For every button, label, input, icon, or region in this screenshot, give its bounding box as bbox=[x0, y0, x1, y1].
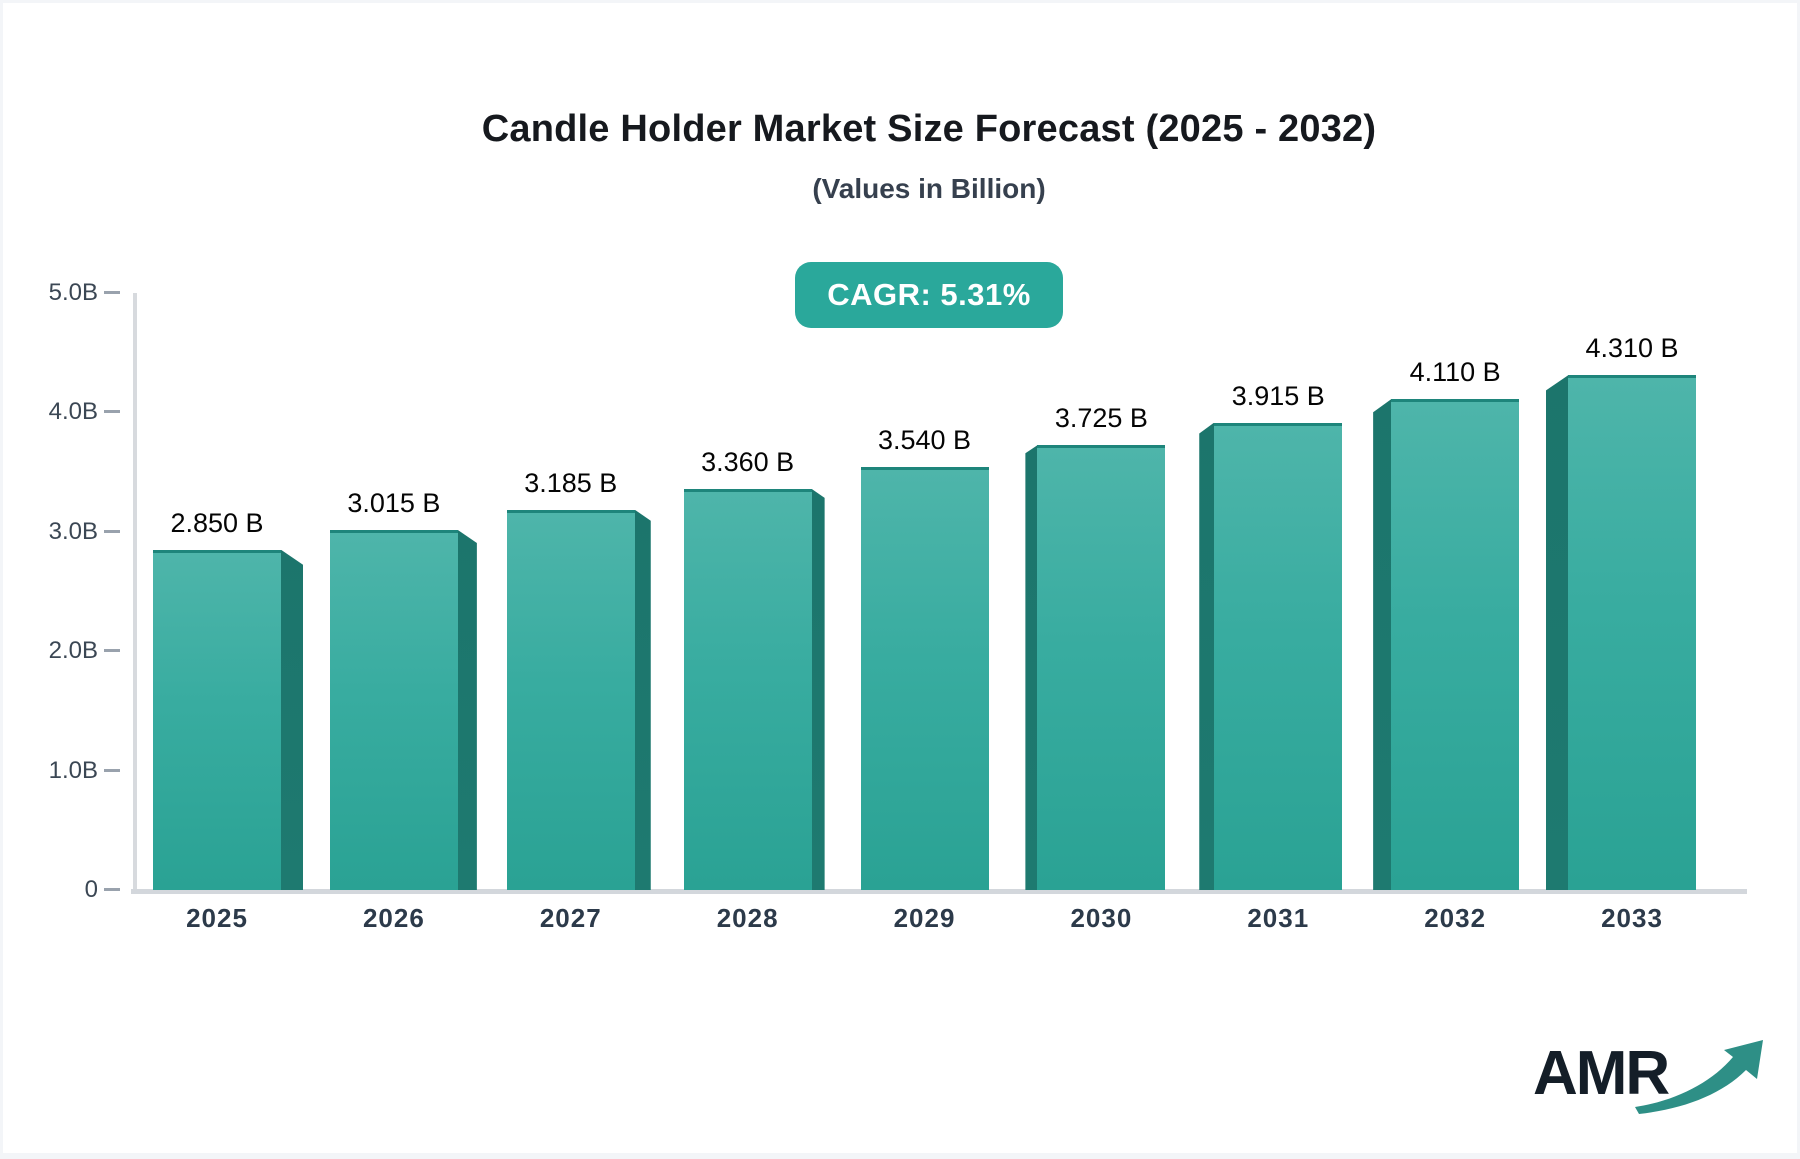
bar-side-2031 bbox=[1199, 422, 1215, 890]
y-axis-label: 5.0B bbox=[48, 279, 98, 306]
cagr-badge-label: CAGR: 5.31% bbox=[827, 277, 1031, 312]
bar-value-label-2031: 3.915 B bbox=[1231, 380, 1325, 411]
bar-2028 bbox=[683, 488, 812, 890]
bar-value-label-2030: 3.725 B bbox=[1054, 403, 1148, 434]
y-axis-tick bbox=[104, 888, 120, 891]
growth-arrow-icon bbox=[1635, 1040, 1763, 1114]
y-axis-label: 2.0B bbox=[48, 637, 98, 665]
x-axis-label-2032: 2032 bbox=[1424, 903, 1487, 933]
bar-2027 bbox=[506, 509, 635, 890]
x-axis-label-2025: 2025 bbox=[186, 903, 248, 933]
bar-2032 bbox=[1391, 399, 1520, 890]
x-axis-label-2031: 2031 bbox=[1247, 903, 1310, 933]
bar-value-label-2028: 3.360 B bbox=[701, 446, 795, 477]
x-axis-label-2033: 2033 bbox=[1601, 903, 1663, 933]
x-axis-label-2026: 2026 bbox=[362, 903, 425, 933]
bar-2029 bbox=[860, 467, 989, 890]
bar-side-2028 bbox=[811, 488, 825, 890]
cagr-badge: CAGR: 5.31% bbox=[795, 262, 1063, 328]
y-axis-tick bbox=[104, 649, 120, 653]
chart-title: Candle Holder Market Size Forecast (2025… bbox=[481, 108, 1377, 150]
bar-value-label-2032: 4.110 B bbox=[1409, 357, 1501, 388]
bar-side-2033 bbox=[1546, 375, 1568, 890]
bar-value-label-2033: 4.310 B bbox=[1585, 333, 1679, 364]
amr-logo-text: AMR bbox=[1533, 1039, 1670, 1108]
x-axis-label-2027: 2027 bbox=[539, 903, 602, 933]
y-axis-tick bbox=[104, 291, 120, 294]
chart-subtitle: (Values in Billion) bbox=[812, 173, 1046, 204]
bar-side-2026 bbox=[457, 530, 477, 890]
bar-side-2032 bbox=[1373, 399, 1392, 890]
amr-logo: AMR bbox=[1533, 1033, 1763, 1123]
bar-side-2025 bbox=[281, 549, 303, 890]
x-axis-label-2030: 2030 bbox=[1070, 903, 1133, 933]
y-axis-label: 3.0B bbox=[48, 517, 98, 545]
bar-2025 bbox=[153, 549, 281, 890]
bar-side-2027 bbox=[634, 509, 651, 890]
bar-2026 bbox=[329, 530, 458, 890]
chart-card: Candle Holder Market Size Forecast (2025… bbox=[3, 3, 1797, 1153]
bar-2030 bbox=[1037, 445, 1166, 890]
y-axis-tick bbox=[104, 410, 120, 414]
x-axis-label-2029: 2029 bbox=[893, 903, 956, 933]
y-axis-tick bbox=[104, 529, 120, 533]
y-axis-label: 0 bbox=[84, 876, 98, 903]
y-axis-line bbox=[133, 293, 137, 890]
bar-value-label-2027: 3.185 B bbox=[524, 467, 618, 498]
bar-side-2030 bbox=[1025, 445, 1038, 890]
x-axis-baseline bbox=[131, 889, 1747, 894]
bar-value-label-2026: 3.015 B bbox=[347, 488, 441, 518]
x-axis-label-2028: 2028 bbox=[716, 903, 779, 933]
y-axis-label: 4.0B bbox=[48, 398, 98, 426]
bar-value-label-2025: 2.850 B bbox=[170, 507, 264, 538]
bar-2031 bbox=[1214, 422, 1343, 890]
bar-value-label-2029: 3.540 B bbox=[877, 425, 972, 456]
bar-chart-plot-area: 0 1.0B 2.0B 3.0B 4.0B 5.0B 2.850 B 2025 3.015 B 2… bbox=[3, 3, 1800, 1159]
bar-2033 bbox=[1568, 375, 1696, 890]
y-axis-label: 1.0B bbox=[48, 756, 98, 784]
y-axis-tick bbox=[104, 768, 120, 772]
